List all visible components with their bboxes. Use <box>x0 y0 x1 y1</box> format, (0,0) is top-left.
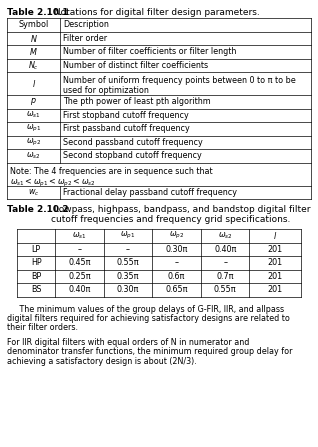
Text: BS: BS <box>31 285 41 294</box>
Text: $\omega_{p1}$: $\omega_{p1}$ <box>121 230 136 241</box>
Text: LP: LP <box>31 245 41 254</box>
Text: –: – <box>78 245 81 254</box>
Text: Second passband cutoff frequency: Second passband cutoff frequency <box>63 138 203 147</box>
Text: 201: 201 <box>268 272 283 281</box>
Text: $\omega_{p1}$: $\omega_{p1}$ <box>26 123 41 134</box>
Text: $\omega_{s1}$: $\omega_{s1}$ <box>26 110 41 121</box>
Text: 201: 201 <box>268 285 283 294</box>
Text: HP: HP <box>31 258 41 267</box>
Text: $\omega_{p2}$: $\omega_{p2}$ <box>169 230 184 241</box>
Text: $l$: $l$ <box>273 230 277 241</box>
Text: $\omega_{p2}$: $\omega_{p2}$ <box>26 137 41 148</box>
Text: digital filters required for achieving satisfactory designs are related to: digital filters required for achieving s… <box>7 314 290 323</box>
Text: $\omega_{s1} < \omega_{p1} < \omega_{p2} < \omega_{s2}$: $\omega_{s1} < \omega_{p1} < \omega_{p2}… <box>10 177 96 189</box>
Text: 0.25π: 0.25π <box>68 272 91 281</box>
Text: $\omega_{s2}$: $\omega_{s2}$ <box>218 231 232 241</box>
Text: $p$: $p$ <box>30 96 37 107</box>
Text: 0.6π: 0.6π <box>168 272 185 281</box>
Text: $N$: $N$ <box>30 33 38 44</box>
Text: –: – <box>126 245 130 254</box>
Text: their filter orders.: their filter orders. <box>7 324 78 333</box>
Text: First stopband cutoff frequency: First stopband cutoff frequency <box>63 111 189 120</box>
Text: 0.55π: 0.55π <box>214 285 237 294</box>
Text: denominator transfer functions, the minimum required group delay for: denominator transfer functions, the mini… <box>7 347 293 357</box>
Text: $\omega_{s1}$: $\omega_{s1}$ <box>72 231 87 241</box>
Text: 201: 201 <box>268 245 283 254</box>
Text: Number of uniform frequency points between 0 to π to be: Number of uniform frequency points betwe… <box>63 76 296 85</box>
Text: For IIR digital filters with equal orders of N in numerator and: For IIR digital filters with equal order… <box>7 338 249 347</box>
Text: 0.40π: 0.40π <box>214 245 236 254</box>
Text: 0.7π: 0.7π <box>217 272 234 281</box>
Text: Notations for digital filter design parameters.: Notations for digital filter design para… <box>51 8 260 17</box>
Text: achieving a satisfactory design is about (2N/3).: achieving a satisfactory design is about… <box>7 357 197 366</box>
Text: 0.65π: 0.65π <box>165 285 188 294</box>
Text: Filter order: Filter order <box>63 34 107 43</box>
Text: First passband cutoff frequency: First passband cutoff frequency <box>63 124 190 133</box>
Text: Number of filter coefficients or filter length: Number of filter coefficients or filter … <box>63 47 237 56</box>
Text: 0.30π: 0.30π <box>165 245 188 254</box>
Text: used for optimization: used for optimization <box>63 86 149 95</box>
Text: Lowpass, highpass, bandpass, and bandstop digital filter
cutoff frequencies and : Lowpass, highpass, bandpass, and bandsto… <box>51 205 310 224</box>
Text: $N_c$: $N_c$ <box>28 59 39 72</box>
Text: $l$: $l$ <box>31 78 36 89</box>
Text: Description: Description <box>63 20 109 29</box>
Text: BP: BP <box>31 272 41 281</box>
Text: 0.30π: 0.30π <box>117 285 139 294</box>
Text: Note: The 4 frequencies are in sequence such that: Note: The 4 frequencies are in sequence … <box>10 166 213 176</box>
Text: 0.40π: 0.40π <box>68 285 91 294</box>
Text: 0.55π: 0.55π <box>117 258 139 267</box>
Text: –: – <box>223 258 227 267</box>
Text: The pth power of least pth algorithm: The pth power of least pth algorithm <box>63 97 211 106</box>
Text: $w_c$: $w_c$ <box>28 187 39 198</box>
Text: 0.35π: 0.35π <box>117 272 139 281</box>
Text: Table 2.10.2: Table 2.10.2 <box>7 205 69 214</box>
Text: $\omega_{s2}$: $\omega_{s2}$ <box>26 151 41 161</box>
Text: –: – <box>175 258 179 267</box>
Text: 0.45π: 0.45π <box>68 258 91 267</box>
Text: Fractional delay passband cutoff frequency: Fractional delay passband cutoff frequen… <box>63 188 237 197</box>
Text: 201: 201 <box>268 258 283 267</box>
Text: Symbol: Symbol <box>18 20 49 29</box>
Text: Table 2.10.1: Table 2.10.1 <box>7 8 69 17</box>
Text: Number of distinct filter coefficients: Number of distinct filter coefficients <box>63 61 208 70</box>
Text: $M$: $M$ <box>29 46 38 57</box>
Text: The minimum values of the group delays of G-FIR, IIR, and allpass: The minimum values of the group delays o… <box>7 304 284 313</box>
Text: Second stopband cutoff frequency: Second stopband cutoff frequency <box>63 151 202 160</box>
